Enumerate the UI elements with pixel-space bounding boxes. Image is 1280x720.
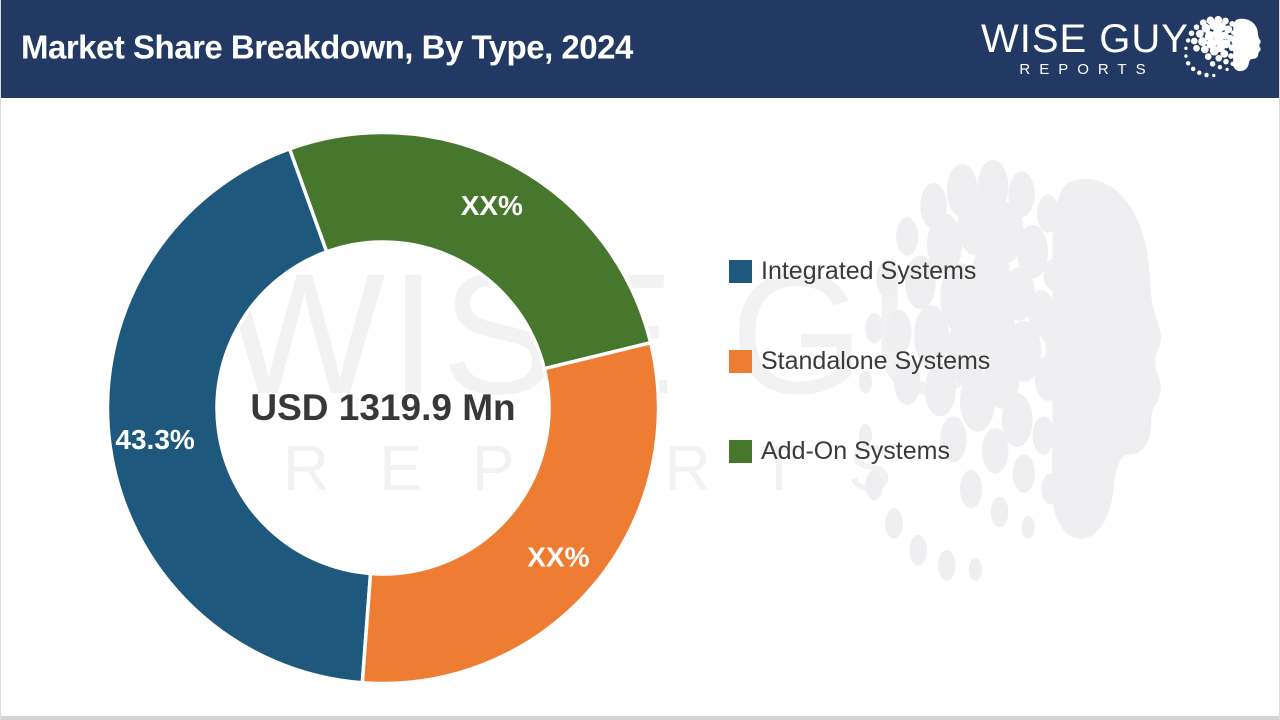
- donut-chart: 43.3% XX% XX%: [105, 130, 661, 686]
- legend-label: Add-On Systems: [761, 436, 950, 465]
- legend-item-standalone-systems: Standalone Systems: [729, 339, 990, 383]
- legend-swatch-orange: [729, 349, 752, 373]
- donut-segment-add-on-systems: [287, 130, 653, 371]
- logo-face-dots-icon: [1184, 16, 1261, 78]
- logo-reports-text: REPORTS: [1019, 60, 1155, 78]
- segment-value-label: 43.3%: [115, 424, 194, 455]
- segment-value-label: XX%: [461, 190, 523, 221]
- legend-swatch-blue: [729, 259, 752, 283]
- legend-label: Integrated Systems: [761, 256, 977, 285]
- donut-segment-integrated-systems: [105, 147, 373, 685]
- chart-title: Market Share Breakdown, By Type, 2024: [21, 28, 633, 66]
- legend-swatch-green: [729, 439, 752, 463]
- logo-wiseguy-text: WISE GUY: [980, 16, 1189, 61]
- legend-item-integrated-systems: Integrated Systems: [729, 249, 990, 293]
- segment-value-label: XX%: [527, 542, 589, 573]
- bottom-border: [1, 716, 1279, 720]
- logo-text: WISE GUY REPORTS: [981, 19, 1189, 78]
- header-bar: Market Share Breakdown, By Type, 2024 WI…: [1, 0, 1279, 98]
- donut-segment-standalone-systems: [360, 341, 661, 686]
- legend-label: Standalone Systems: [761, 346, 991, 375]
- donut-center-value: USD 1319.9 Mn: [250, 387, 516, 428]
- wise-guy-reports-logo: WISE GUY REPORTS: [981, 16, 1263, 80]
- chart-legend: Integrated Systems Standalone Systems Ad…: [729, 249, 990, 519]
- legend-item-add-on-systems: Add-On Systems: [729, 429, 990, 473]
